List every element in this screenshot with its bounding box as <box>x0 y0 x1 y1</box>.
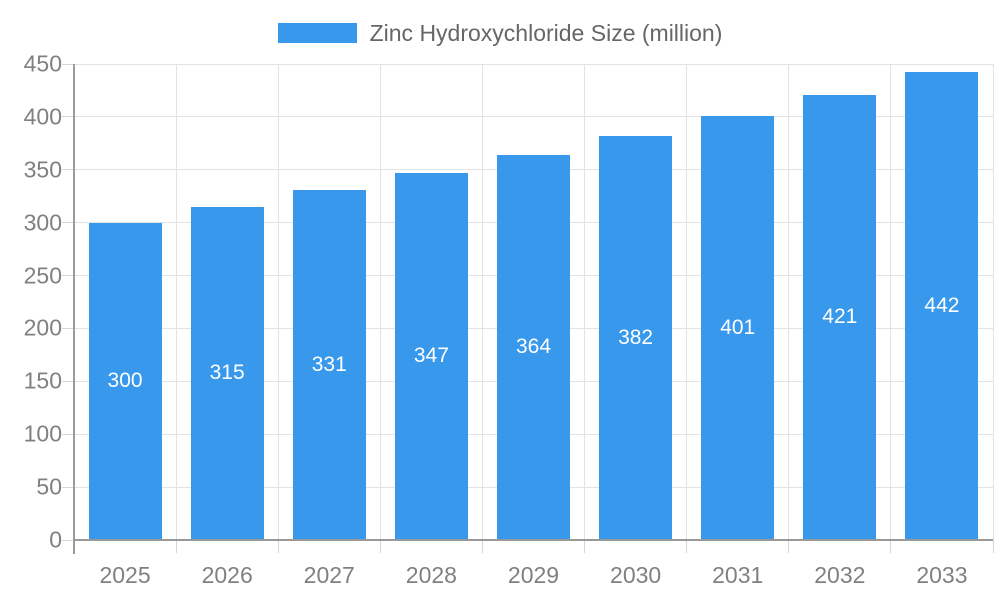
h-gridline <box>74 116 993 118</box>
y-axis-tick-label: 0 <box>49 526 62 553</box>
bar[interactable]: 331 <box>292 189 366 540</box>
bar-value-label: 421 <box>822 305 858 329</box>
y-axis-line <box>73 64 75 554</box>
bar[interactable]: 364 <box>497 154 570 540</box>
chart-legend: Zinc Hydroxychloride Size (million) <box>0 20 1000 46</box>
bar[interactable]: 300 <box>88 222 162 540</box>
bar-value-label: 347 <box>413 344 449 368</box>
x-axis-tick-label: 2030 <box>610 562 662 588</box>
x-axis-tick <box>584 540 586 553</box>
y-axis-tick <box>62 433 74 435</box>
y-axis-tick <box>62 486 74 488</box>
v-gridline <box>584 64 586 540</box>
bar-value-label: 401 <box>720 315 756 339</box>
y-axis-tick <box>62 275 74 277</box>
y-axis-tick <box>62 539 74 541</box>
v-gridline <box>992 64 994 540</box>
v-gridline <box>686 64 688 540</box>
x-axis-tick-label: 2028 <box>405 562 457 588</box>
y-axis-tick-label: 50 <box>36 473 62 500</box>
bar[interactable]: 421 <box>803 94 877 540</box>
bar-value-label: 315 <box>209 361 245 385</box>
x-axis-tick-label: 2025 <box>99 562 151 588</box>
v-gridline <box>379 64 381 540</box>
x-axis-tick <box>890 540 892 553</box>
y-axis-tick <box>62 63 74 65</box>
x-axis-tick-label: 2026 <box>201 562 253 588</box>
h-gridline <box>74 63 993 65</box>
x-axis-tick-label: 2032 <box>814 562 866 588</box>
bar[interactable]: 382 <box>599 135 673 540</box>
bar-value-label: 382 <box>618 325 654 349</box>
y-axis-tick-label: 300 <box>23 209 62 236</box>
y-axis-tick-label: 250 <box>23 262 62 289</box>
bar[interactable]: 442 <box>905 72 979 540</box>
v-gridline <box>175 64 177 540</box>
x-axis-tick-label: 2033 <box>916 562 968 588</box>
bar[interactable]: 315 <box>190 206 264 540</box>
y-axis-tick-label: 200 <box>23 314 62 341</box>
bar[interactable]: 401 <box>701 115 775 540</box>
v-gridline <box>788 64 790 540</box>
y-axis-tick-label: 450 <box>23 50 62 77</box>
bar-value-label: 300 <box>107 369 143 393</box>
y-axis-tick <box>62 380 74 382</box>
x-axis-tick-label: 2029 <box>507 562 560 588</box>
v-gridline <box>277 64 279 540</box>
y-axis-tick <box>62 327 74 329</box>
x-axis-tick <box>788 540 790 553</box>
y-axis-tick-label: 350 <box>23 156 62 183</box>
x-axis-tick <box>379 540 381 553</box>
y-axis-tick <box>62 169 74 171</box>
x-axis-tick <box>686 540 688 553</box>
v-gridline <box>481 64 483 540</box>
x-axis-tick <box>481 540 483 553</box>
y-axis-tick <box>62 222 74 224</box>
y-axis-tick <box>62 116 74 118</box>
x-axis-tick <box>992 540 994 553</box>
x-axis-tick-label: 2031 <box>712 562 764 588</box>
legend-swatch <box>277 23 357 43</box>
bar-value-label: 442 <box>924 294 960 318</box>
legend-label: Zinc Hydroxychloride Size (million) <box>369 19 723 46</box>
x-axis-tick-label: 2027 <box>303 562 355 588</box>
x-axis-tick <box>277 540 279 553</box>
v-gridline <box>890 64 892 540</box>
x-axis-line <box>73 539 993 541</box>
y-axis-tick-label: 100 <box>23 420 62 447</box>
y-axis-tick-label: 400 <box>23 103 62 130</box>
bar-value-label: 331 <box>311 352 347 376</box>
bar-value-label: 364 <box>515 335 552 359</box>
bar[interactable]: 347 <box>394 172 468 540</box>
y-axis-tick-label: 150 <box>23 367 62 394</box>
x-axis-tick <box>175 540 177 553</box>
